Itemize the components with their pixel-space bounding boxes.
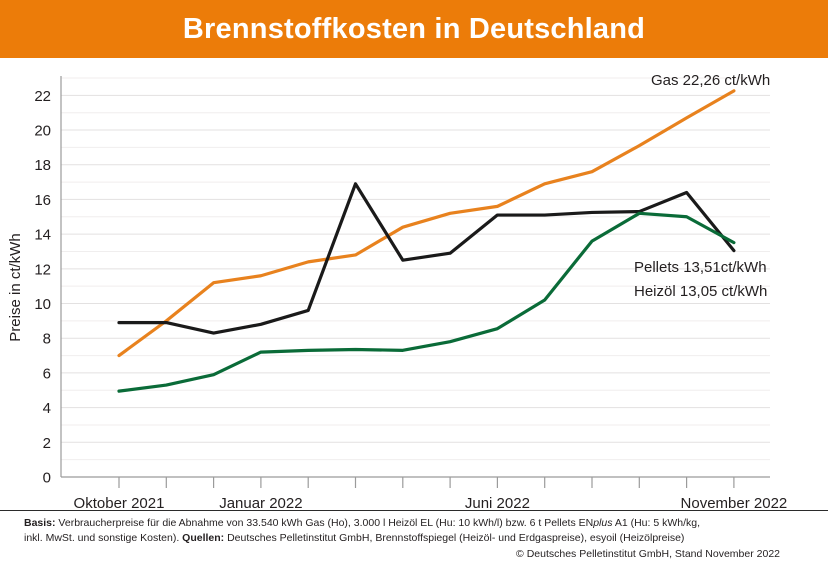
footer-notes: Basis: Verbraucherpreise für die Abnahme… (0, 510, 828, 573)
footer-line2-text-2: Deutsches Pelletinstitut GmbH, Brennstof… (224, 531, 685, 544)
footer-basis-label: Basis: (24, 517, 56, 529)
series-lines (117, 89, 736, 393)
line-chart: 0 2 4 6 8 10 12 14 16 18 20 22 Oktober 2021 Januar 2… (7, 72, 788, 510)
y-tick-label: 10 (34, 296, 51, 313)
y-tick-label: 12 (34, 261, 51, 278)
series-line-pellets (117, 211, 736, 393)
series-label-pellets: Pellets 13,51ct/kWh (634, 259, 767, 276)
page-title: Brennstoffkosten in Deutschland (182, 12, 646, 45)
y-tick-label: 18 (34, 157, 51, 174)
footer-text-block: Basis: Verbraucherpreise für die Abnahme… (0, 511, 828, 562)
y-tick-label: 22 (34, 88, 51, 105)
y-tick-labels: 0 2 4 6 8 10 12 14 16 18 20 22 (34, 88, 51, 487)
footer-quellen-label: Quellen: (182, 531, 225, 544)
x-tick-label: November 2022 (681, 495, 788, 510)
series-label-heizoel: Heizöl 13,05 ct/kWh (634, 283, 767, 300)
footer-enplus-italic: plus (593, 517, 613, 529)
y-tick-label: 14 (34, 227, 51, 244)
series-labels: Gas 22,26 ct/kWh Pellets 13,51ct/kWh Heizö… (634, 72, 770, 300)
series-label-gas: Gas 22,26 ct/kWh (651, 72, 770, 89)
x-axis (61, 476, 770, 488)
y-tick-label: 0 (43, 470, 51, 487)
footer-line-1: Basis: Verbraucherpreise für die Abnahme… (24, 516, 804, 531)
y-tick-label: 20 (34, 123, 51, 140)
footer-basis-text-2: A1 (Hu: 5 kWh/kg, (612, 517, 701, 529)
y-tick-label: 4 (43, 400, 51, 417)
header-banner: Brennstoffkosten in Deutschland (0, 0, 828, 58)
x-tick-label: Januar 2022 (219, 495, 302, 510)
y-tick-label: 8 (43, 331, 51, 348)
y-tick-label: 6 (43, 365, 51, 382)
x-tick-label: Oktober 2021 (74, 495, 165, 510)
footer-basis-text: Verbraucherpreise für die Abnahme von 33… (55, 517, 594, 529)
footer-line2-text-1: inkl. MwSt. und sonstige Kosten). (24, 531, 183, 544)
y-tick-label: 2 (43, 435, 51, 452)
x-tick-labels: Oktober 2021 Januar 2022 Juni 2022 November… (74, 495, 788, 510)
x-tick-label: Juni 2022 (465, 495, 530, 510)
footer-copyright: © Deutsches Pelletinstitut GmbH, Stand N… (516, 547, 780, 560)
series-line-gas (117, 89, 736, 358)
y-tick-label: 16 (34, 192, 51, 209)
chart-container: 0 2 4 6 8 10 12 14 16 18 20 22 Oktober 2021 Januar 2… (0, 58, 828, 510)
minor-gridlines (61, 77, 770, 461)
footer-line-2: inkl. MwSt. und sonstige Kosten). Quelle… (24, 531, 804, 546)
y-axis-title: Preise in ct/kWh (7, 233, 24, 341)
series-line-heizl (117, 182, 736, 335)
